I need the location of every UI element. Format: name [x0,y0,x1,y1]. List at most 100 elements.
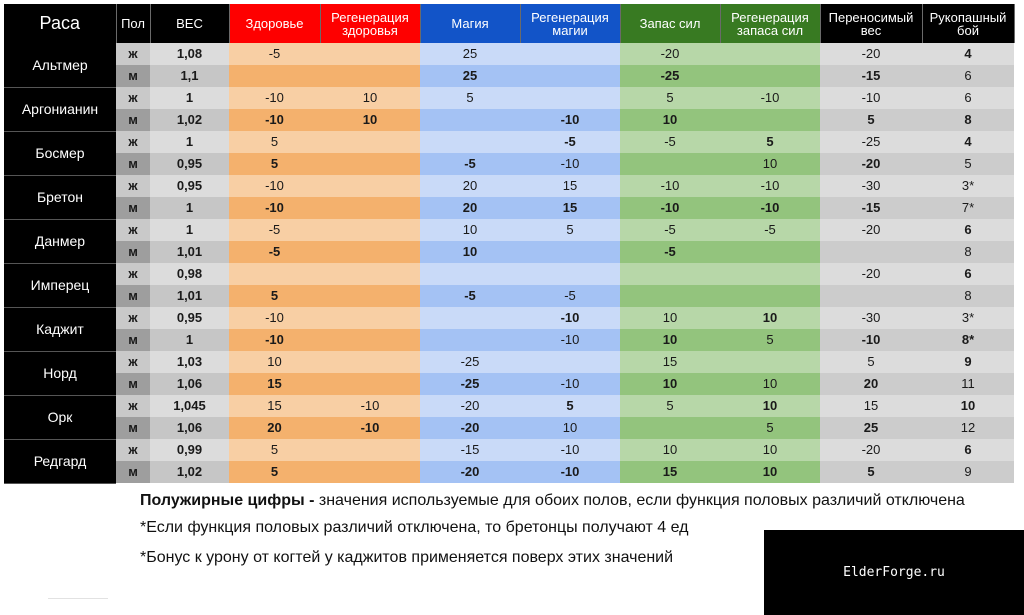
stamina-regen-cell [720,285,820,307]
unarmed-cell: 6 [922,87,1014,109]
header-row: Раса Пол ВЕС Здоровье Регенерация здоров… [4,4,1015,43]
header-weight: ВЕС [150,4,230,43]
bold-legend-text: значения используемые для обоих полов, е… [314,492,965,509]
table-row: Орк ж 1,045 15 -10 -20 5 5 10 15 10 [4,395,1014,440]
bold-legend-note: Полужирные цифры - значения используемые… [140,488,1020,513]
stamina-cell: 10 [620,373,720,395]
magicka-regen-cell: -10 [520,373,620,395]
sex-cell: ж [116,351,150,373]
weight-cell: 0,95 [150,153,229,175]
magicka-regen-cell: -5 [520,285,620,307]
health-regen-cell [320,285,420,307]
table-row: Аргонианин ж 1 -10 10 5 5 -10 -10 6 [4,87,1014,132]
race-name-cell: Орк [4,395,116,440]
unarmed-cell: 8 [922,241,1014,263]
health-cell: 5 [229,153,320,175]
stamina-regen-cell [720,109,820,131]
carry-weight-cell: 15 [820,395,922,417]
table-row: Редгард ж 0,99 5 -15 -10 10 10 -20 6 [4,439,1014,484]
health-regen-cell [320,329,420,351]
sex-cell: ж [116,307,150,329]
sex-cell: м [116,197,150,219]
header-magicka: Магия [420,4,521,43]
watermark-text: ElderForge.ru [843,565,945,580]
magicka-cell: -25 [420,351,520,373]
carry-weight-cell: 5 [820,109,922,131]
health-cell: -5 [229,241,320,263]
magicka-regen-cell [520,263,620,285]
stamina-regen-cell: 10 [720,439,820,461]
sex-cell: ж [116,87,150,109]
weight-cell: 1 [150,329,229,351]
stamina-cell: 5 [620,87,720,109]
unarmed-cell: 7* [922,197,1014,219]
race-name-cell: Босмер [4,131,116,176]
stamina-cell [620,417,720,439]
weight-cell: 1,06 [150,417,229,439]
health-cell: 5 [229,131,320,153]
sex-cell: ж [116,131,150,153]
carry-weight-cell: 5 [820,461,922,483]
table-row: м 1,06 20 -10 -20 10 5 25 12 [4,417,1014,439]
header-magicka-regen: Регенерация магии [520,4,621,43]
health-regen-cell [320,197,420,219]
magicka-cell: 25 [420,43,520,65]
stamina-regen-cell: 10 [720,461,820,483]
weight-cell: 1,08 [150,43,229,65]
magicka-cell: -5 [420,153,520,175]
health-cell: -5 [229,43,320,65]
race-stats-table: Раса Пол ВЕС Здоровье Регенерация здоров… [4,4,1015,484]
sex-cell: м [116,329,150,351]
stamina-cell [620,285,720,307]
header-health-regen: Регенерация здоровья [320,4,421,43]
health-regen-cell [320,43,420,65]
table-row: Бретон ж 0,95 -10 20 15 -10 -10 -30 3* [4,175,1014,220]
magicka-cell [420,263,520,285]
health-cell: -10 [229,307,320,329]
stamina-regen-cell: -5 [720,219,820,241]
sex-cell: м [116,241,150,263]
magicka-cell: -20 [420,417,520,439]
stamina-regen-cell: -10 [720,87,820,109]
stamina-regen-cell: 5 [720,329,820,351]
health-regen-cell [320,461,420,483]
health-regen-cell: -10 [320,417,420,439]
weight-cell: 1,1 [150,65,229,87]
header-carry-weight: Переносимый вес [820,4,923,43]
carry-weight-cell: 5 [820,351,922,373]
stamina-cell: 10 [620,109,720,131]
magicka-cell: 5 [420,87,520,109]
stamina-cell: 10 [620,307,720,329]
magicka-regen-cell [520,43,620,65]
weight-cell: 1,01 [150,241,229,263]
header-stamina: Запас сил [620,4,721,43]
carry-weight-cell: -15 [820,65,922,87]
health-regen-cell: 10 [320,87,420,109]
weight-cell: 1,03 [150,351,229,373]
table-row: Данмер ж 1 -5 10 5 -5 -5 -20 6 [4,219,1014,264]
health-regen-cell [320,241,420,263]
carry-weight-cell: -25 [820,131,922,153]
header-carry-weight-label: Переносимый вес [828,9,914,38]
header-stamina-regen: Регенерация запаса сил [720,4,821,43]
unarmed-cell: 9 [922,351,1014,373]
stamina-regen-cell: 10 [720,395,820,417]
unarmed-cell: 4 [922,43,1014,65]
stamina-regen-cell: -10 [720,197,820,219]
stamina-regen-cell [720,351,820,373]
unarmed-cell: 8 [922,285,1014,307]
sex-cell: ж [116,263,150,285]
divider [48,598,108,599]
table-body: Альтмер ж 1,08 -5 25 -20 -20 4 м 1,1 25 -25 -15 6 Арго… [4,43,1014,484]
table-row: м 1,01 -5 10 -5 8 [4,241,1014,263]
sex-cell: ж [116,395,150,417]
header-unarmed-label: Рукопашный бой [929,9,1007,38]
weight-cell: 1,02 [150,461,229,483]
stamina-regen-cell: 5 [720,417,820,439]
stamina-cell: -5 [620,241,720,263]
stamina-cell: -5 [620,131,720,153]
race-name-cell: Альтмер [4,43,116,88]
health-cell: 5 [229,285,320,307]
magicka-regen-cell: -10 [520,109,620,131]
stamina-cell: -10 [620,197,720,219]
